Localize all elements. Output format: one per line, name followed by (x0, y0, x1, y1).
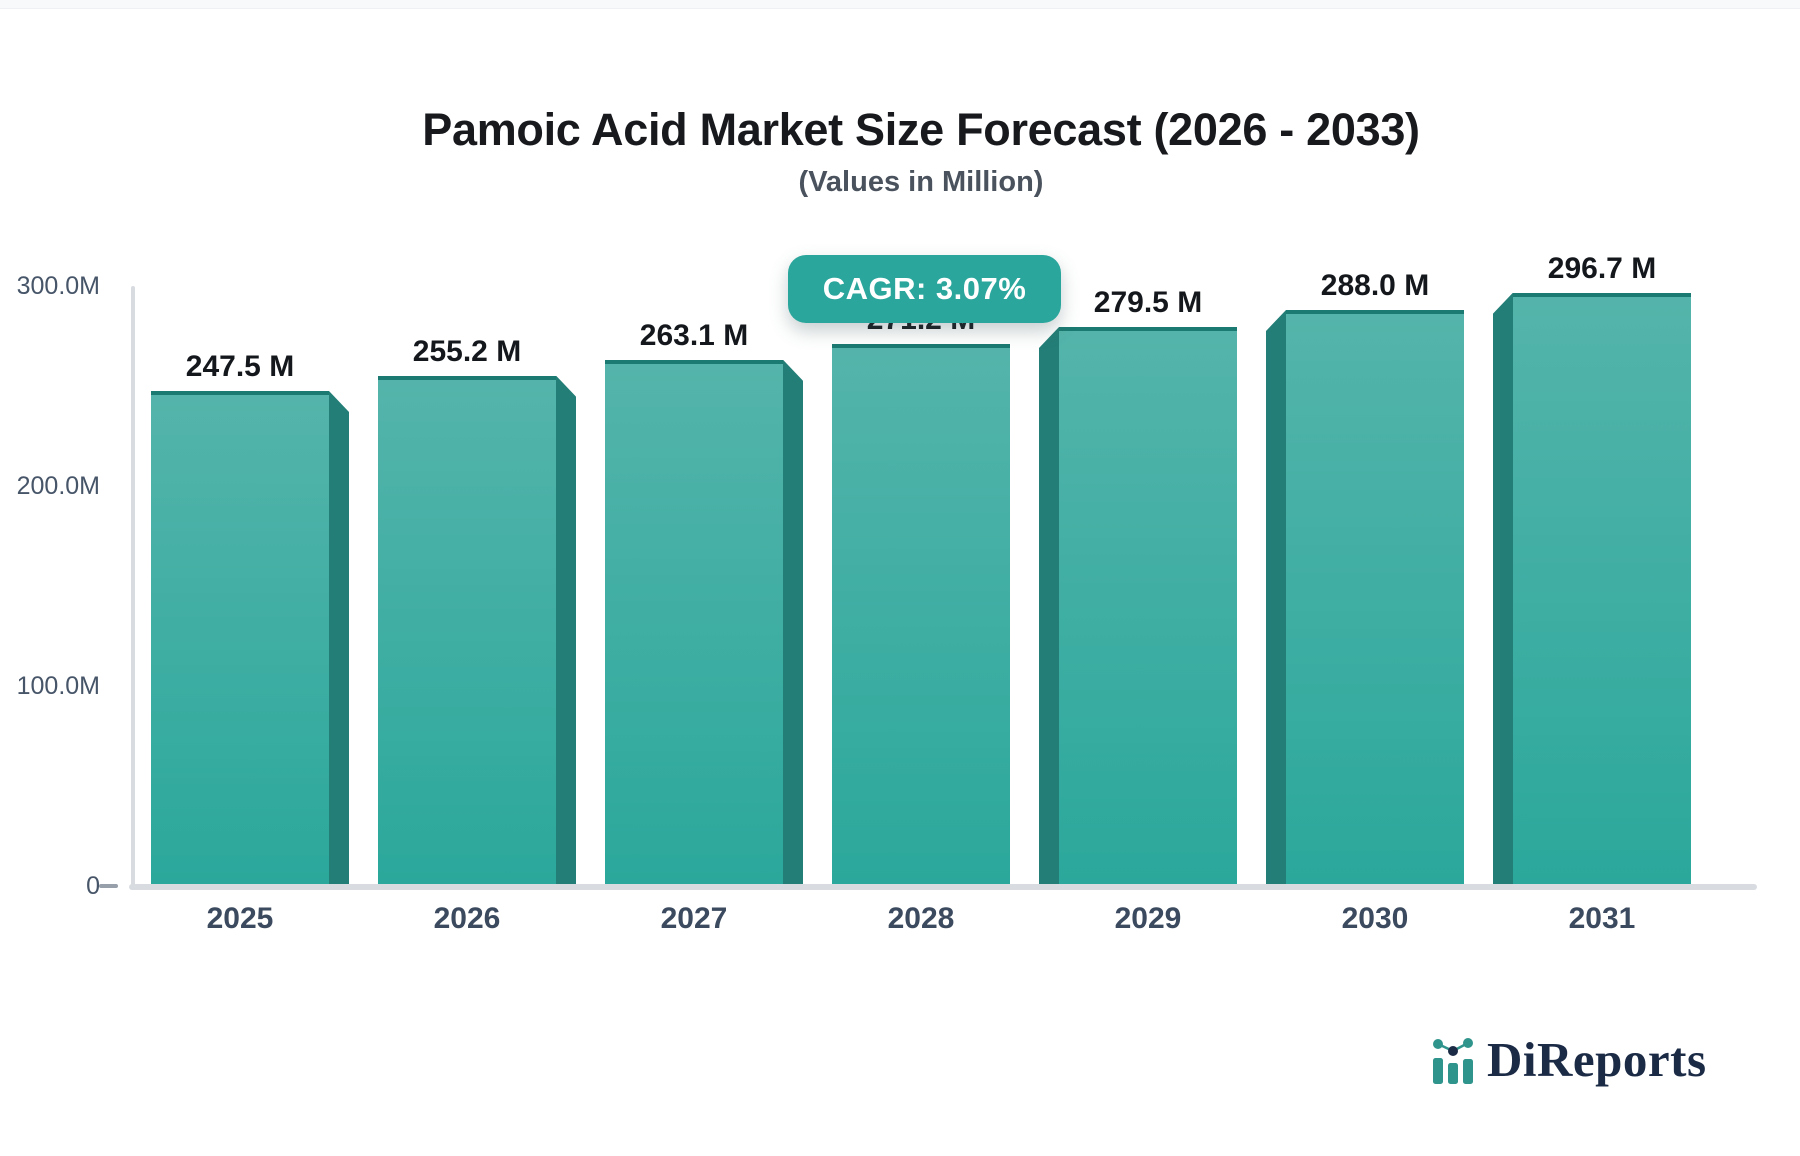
bar-side (1039, 327, 1059, 884)
bar-side (1493, 292, 1513, 884)
top-strip (0, 0, 1800, 9)
x-axis-label: 2031 (1568, 902, 1636, 935)
bar-side (1266, 310, 1286, 884)
bar-value-label: 296.7 M (1547, 251, 1657, 285)
bar-face (1059, 327, 1237, 884)
bar-value-label: 263.1 M (639, 318, 749, 352)
y-axis-label: 300.0M (16, 272, 100, 300)
bar-face (151, 391, 329, 884)
x-axis-label: 2028 (887, 902, 955, 935)
bar (832, 343, 1010, 884)
x-axis-label: 2027 (660, 902, 728, 935)
direports-logo: DiReports (1428, 1034, 1707, 1086)
x-axis-label: 2030 (1341, 902, 1409, 935)
logo-bar-chart-icon (1433, 1038, 1473, 1084)
bar-side (329, 391, 349, 884)
bar-face (605, 359, 783, 884)
x-axis-line (129, 884, 1757, 890)
logo-wordmark: DiReports (1487, 1032, 1707, 1087)
chart-title: Pamoic Acid Market Size Forecast (2026 -… (422, 104, 1420, 155)
bar-face (378, 375, 556, 884)
cagr-badge-label: CAGR: 3.07% (822, 271, 1027, 306)
y-axis-line (131, 286, 135, 887)
x-axis-label: 2026 (433, 902, 501, 935)
x-axis-label: 2025 (206, 902, 274, 935)
cagr-badge: CAGR: 3.07% (788, 255, 1061, 323)
chart-subtitle: (Values in Million) (798, 166, 1044, 198)
x-axis-label: 2029 (1114, 902, 1182, 935)
bar-value-label: 279.5 M (1093, 286, 1203, 319)
bar (1266, 310, 1464, 884)
bar (378, 375, 576, 884)
bar-face (832, 343, 1010, 884)
bar (1493, 292, 1691, 884)
bar-face (1286, 310, 1464, 884)
bar-side (556, 375, 576, 884)
bar (605, 359, 803, 884)
bar (151, 391, 349, 884)
axis-tick-dash (99, 884, 118, 888)
bar-face (1513, 292, 1691, 884)
bar-side (783, 359, 803, 884)
bar-value-label: 255.2 M (412, 334, 522, 368)
bar-value-label: 288.0 M (1320, 269, 1430, 302)
bar (1039, 327, 1237, 884)
y-axis-label: 200.0M (16, 472, 100, 500)
y-axis-label: 100.0M (16, 672, 100, 700)
y-axis-label: 0 (86, 872, 100, 900)
bar-value-label: 247.5 M (185, 350, 295, 383)
